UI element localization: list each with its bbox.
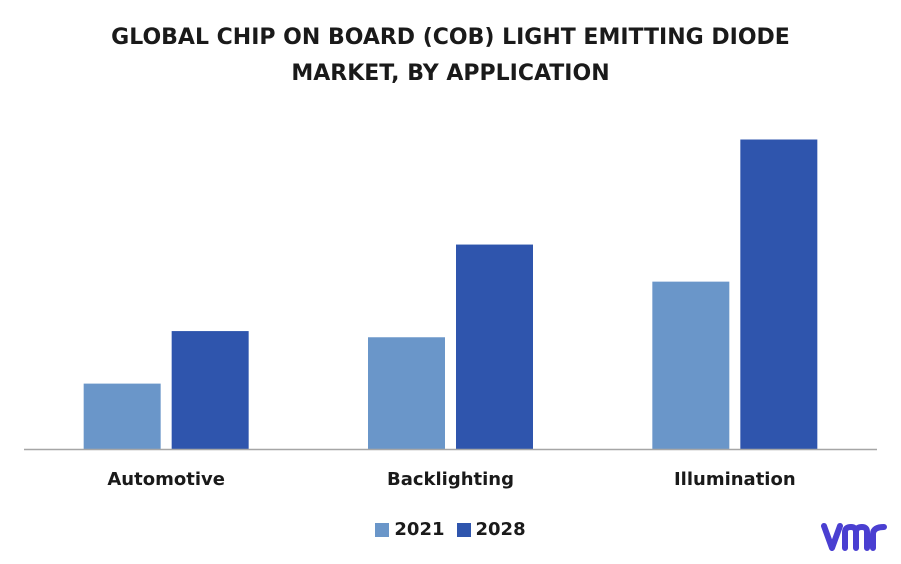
category-label-automotive: Automotive xyxy=(107,469,225,490)
chart-title-line-1: GLOBAL CHIP ON BOARD (COB) LIGHT EMITTIN… xyxy=(111,25,790,50)
bar-illumination-2021 xyxy=(652,281,730,450)
legend-label-2028: 2028 xyxy=(475,519,526,540)
legend-item-2028: 2028 xyxy=(456,519,526,540)
chart-title-line-2: MARKET, BY APPLICATION xyxy=(291,61,610,86)
chart-title: GLOBAL CHIP ON BOARD (COB) LIGHT EMITTIN… xyxy=(0,20,901,92)
category-label-backlighting: Backlighting xyxy=(387,469,514,490)
bar-backlighting-2028 xyxy=(456,244,533,450)
legend-item-2021: 2021 xyxy=(375,519,445,540)
legend-swatch-2028 xyxy=(456,522,471,537)
bar-illumination-2028 xyxy=(740,139,818,450)
brand-logo xyxy=(821,523,887,551)
bar-automotive-2021 xyxy=(83,383,161,450)
legend: 2021 2028 xyxy=(0,519,901,540)
category-label-illumination: Illumination xyxy=(674,469,796,490)
legend-label-2021: 2021 xyxy=(394,519,445,540)
bar-backlighting-2021 xyxy=(368,337,445,450)
legend-swatch-2021 xyxy=(375,522,390,537)
bar-automotive-2028 xyxy=(171,331,249,450)
vmr-logo-mark xyxy=(821,523,887,551)
